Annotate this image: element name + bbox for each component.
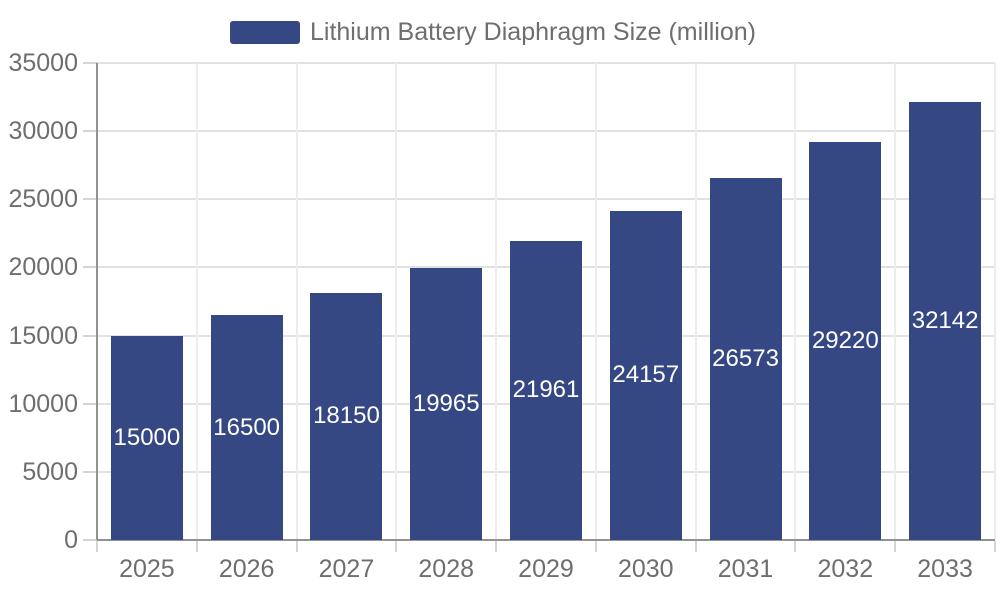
x-axis-tick: [994, 541, 996, 552]
h-gridline: [97, 198, 995, 201]
x-tick-label: 2029: [518, 555, 574, 583]
x-tick-label: 2033: [917, 555, 973, 583]
bar-value-label: 19965: [412, 389, 480, 417]
x-axis-tick: [694, 541, 697, 552]
h-gridline: [97, 130, 995, 133]
x-axis-tick: [96, 541, 98, 552]
bar[interactable]: 18150: [310, 292, 383, 540]
x-axis-tick: [495, 541, 498, 552]
legend[interactable]: Lithium Battery Diaphragm Size (million): [230, 18, 756, 46]
bar-value-label: 21961: [512, 376, 580, 404]
y-tick-label: 20000: [8, 253, 78, 282]
x-tick-label: 2032: [817, 555, 874, 583]
v-gridline: [395, 63, 398, 540]
bar-value-label: 24157: [612, 361, 680, 389]
x-tick-label: 2027: [318, 555, 375, 583]
y-axis-tick: [83, 402, 97, 405]
bar-value-label: 29220: [811, 326, 879, 354]
bar[interactable]: 24157: [609, 210, 682, 540]
v-gridline: [794, 63, 797, 540]
y-axis-tick: [83, 470, 97, 473]
bar[interactable]: 21961: [510, 240, 582, 540]
v-gridline: [295, 63, 298, 540]
legend-swatch: [230, 20, 300, 44]
bar[interactable]: 26573: [709, 177, 782, 540]
bar[interactable]: 29220: [809, 141, 882, 540]
y-tick-label: 30000: [8, 117, 78, 146]
y-axis-tick: [83, 539, 97, 541]
legend-label: Lithium Battery Diaphragm Size (million): [310, 18, 756, 46]
bar-value-label: 26573: [712, 344, 779, 372]
y-axis-tick: [83, 62, 97, 64]
bar-value-label: 18150: [313, 402, 380, 430]
bar[interactable]: 19965: [410, 267, 483, 540]
x-axis-tick: [594, 541, 597, 552]
v-gridline: [195, 63, 198, 540]
x-axis-line: [97, 539, 995, 541]
v-gridline: [694, 63, 697, 540]
y-axis-tick: [83, 130, 97, 133]
v-gridline: [994, 63, 996, 540]
y-tick-label: 5000: [22, 457, 78, 486]
y-tick-label: 10000: [8, 389, 78, 418]
x-tick-label: 2026: [218, 555, 275, 583]
v-gridline: [594, 63, 597, 540]
y-axis-tick: [83, 334, 97, 337]
y-axis-tick: [83, 266, 97, 269]
bar[interactable]: 16500: [210, 315, 283, 540]
x-tick-label: 2030: [617, 555, 674, 583]
bar-value-label: 15000: [113, 423, 181, 451]
x-axis-tick: [195, 541, 198, 552]
bar-value-label: 16500: [213, 413, 281, 441]
x-tick-label: 2031: [717, 555, 774, 583]
x-axis-tick: [295, 541, 298, 552]
x-tick-label: 2028: [418, 555, 475, 583]
x-axis-tick: [894, 541, 897, 552]
x-tick-label: 2025: [119, 555, 175, 583]
v-gridline: [495, 63, 498, 540]
bar[interactable]: 32142: [909, 101, 982, 540]
y-tick-label: 15000: [8, 321, 78, 350]
v-gridline: [894, 63, 897, 540]
y-axis-tick: [83, 198, 97, 201]
y-tick-label: 25000: [8, 185, 78, 214]
h-gridline: [97, 62, 995, 64]
bar[interactable]: 15000: [110, 335, 183, 540]
y-tick-label: 0: [64, 526, 78, 554]
x-axis-tick: [794, 541, 797, 552]
y-tick-label: 35000: [8, 49, 78, 77]
y-axis-line: [96, 63, 98, 540]
x-axis-tick: [395, 541, 398, 552]
bar-value-label: 32142: [911, 306, 979, 334]
